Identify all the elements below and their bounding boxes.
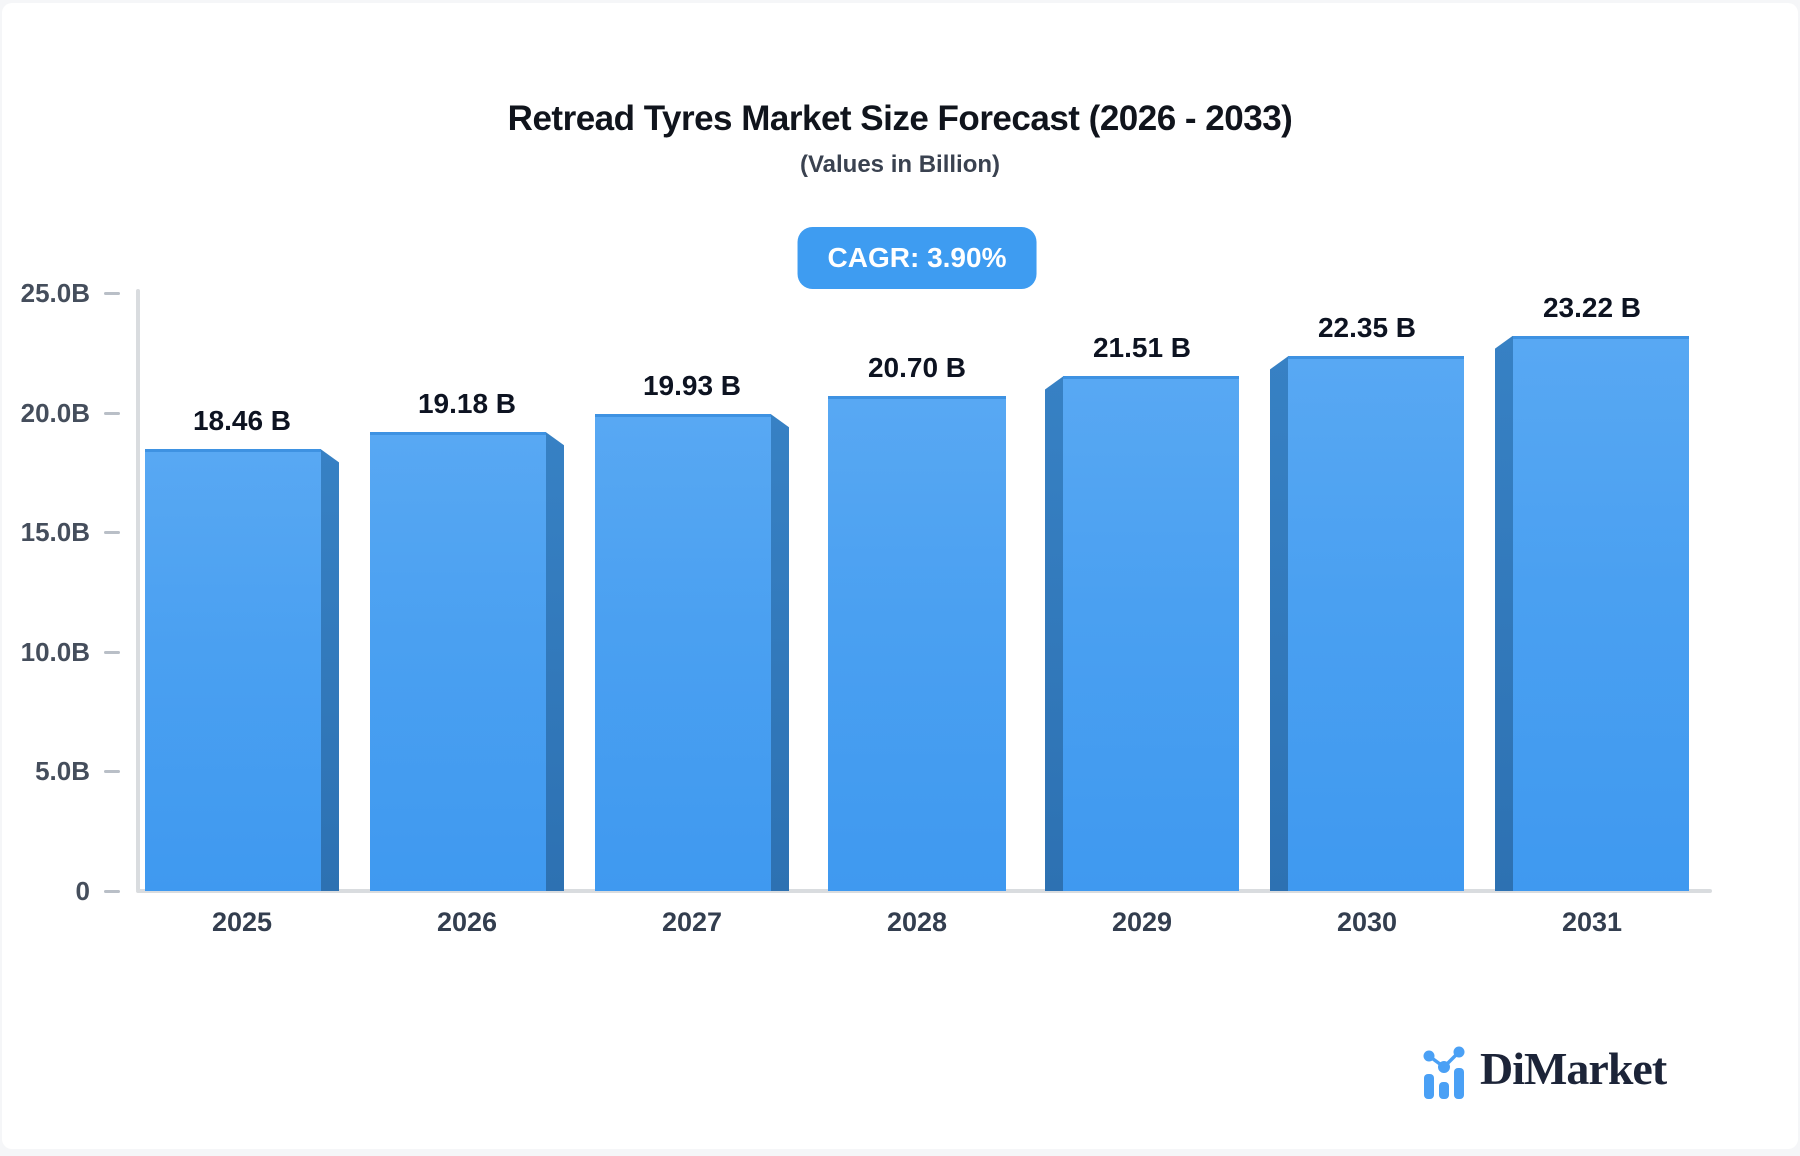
bar-2025-side-face <box>321 449 339 891</box>
x-axis-label: 2030 <box>1336 907 1398 937</box>
bar-2028 <box>828 395 1006 891</box>
x-axis-label: 2029 <box>1111 907 1173 937</box>
y-axis-label: 15.0B <box>20 517 90 548</box>
x-axis-label: 2025 <box>211 907 273 937</box>
y-axis-tick <box>104 650 120 654</box>
x-axis-label: 2026 <box>436 907 498 937</box>
bar-chart-logo-icon <box>1423 1046 1465 1099</box>
brand-logo: DiMarket <box>1422 1043 1667 1101</box>
bar-value-label: 19.18 B <box>417 388 517 420</box>
bar-value-label: 18.46 B <box>192 405 292 437</box>
bar-2030 <box>1288 356 1464 891</box>
y-axis-tick <box>104 770 120 774</box>
chart-subtitle: (Values in Billion) <box>799 151 1001 178</box>
bar-2031-side-face <box>1495 335 1513 891</box>
y-axis-tick <box>104 890 120 893</box>
x-axis-baseline <box>136 889 1712 893</box>
y-axis-label: 5.0B <box>35 756 90 787</box>
y-axis-tick <box>104 292 120 295</box>
bar-value-label: 21.51 B <box>1092 332 1192 364</box>
bar-2025 <box>145 449 321 891</box>
bar-2027 <box>595 414 771 891</box>
cagr-badge: CAGR: 3.90% <box>797 227 1037 289</box>
y-axis-tick <box>104 411 120 415</box>
y-axis-label: 10.0B <box>20 636 90 667</box>
plot-area: 25.0B 20.0B 15.0B 10.0B 5.0B 0 18.46 B 2025 19.1… <box>2 3 1798 1149</box>
chart-title: Retread Tyres Market Size Forecast (2026… <box>507 99 1293 138</box>
y-axis-tick <box>104 531 120 535</box>
bar-2027-side-face <box>771 414 789 891</box>
y-axis-label: 25.0B <box>20 278 90 308</box>
bar-2026-side-face <box>546 432 564 891</box>
x-axis-label: 2028 <box>886 907 948 937</box>
bar-2029 <box>1063 376 1239 891</box>
bar-2029-side-face <box>1045 376 1063 891</box>
x-axis-label: 2027 <box>661 907 723 937</box>
bar-2030-side-face <box>1270 356 1288 891</box>
y-axis-label: 20.0B <box>20 397 90 428</box>
bar-2026 <box>370 432 546 891</box>
bar-2031 <box>1513 335 1689 891</box>
bar-value-label: 20.70 B <box>867 351 967 383</box>
y-axis-label: 0 <box>75 876 90 906</box>
x-axis-label: 2031 <box>1561 907 1623 937</box>
brand-logo-text: DiMarket <box>1480 1043 1667 1094</box>
chart-card: Retread Tyres Market Size Forecast (2026… <box>2 3 1798 1149</box>
bar-value-label: 22.35 B <box>1317 312 1417 344</box>
bar-value-label: 23.22 B <box>1542 291 1642 323</box>
y-axis-line <box>136 289 140 891</box>
bar-value-label: 19.93 B <box>642 370 742 402</box>
